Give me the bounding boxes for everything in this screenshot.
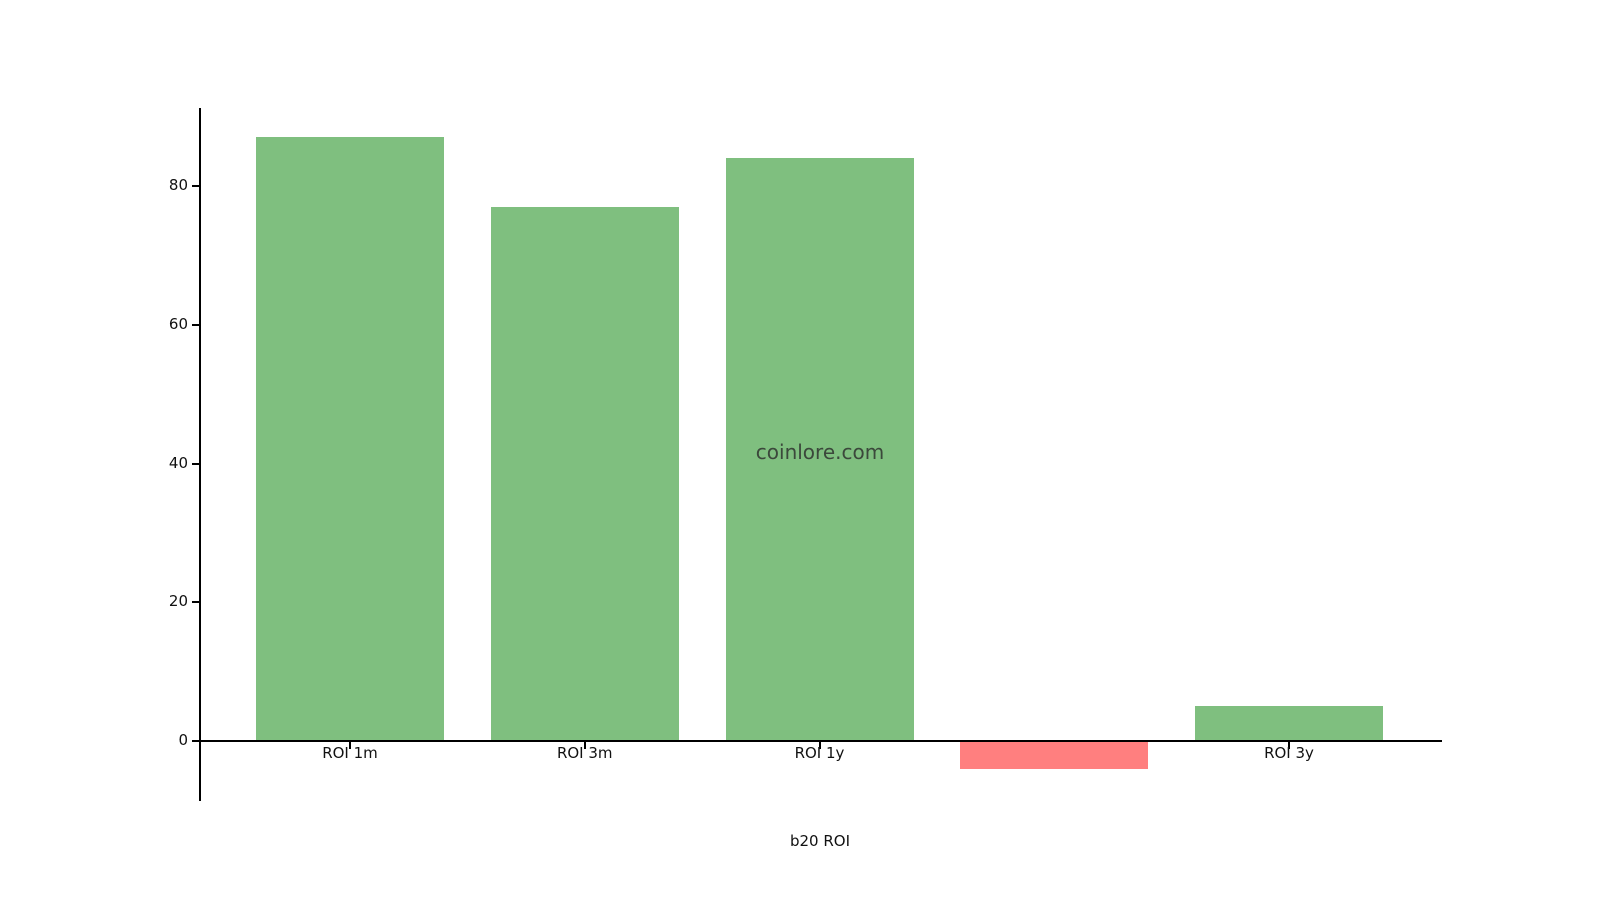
y-tick-label: 80 [168,176,188,194]
x-tick-mark [583,741,586,749]
y-tick-label: 0 [178,731,188,749]
x-tick-label-roi-3m: ROI 3m [556,744,613,762]
bar-roi-3y [1195,706,1383,741]
bar-roi-1m [256,137,444,741]
bar-roi-3m [490,206,679,741]
x-tick-label-roi-1m: ROI 1m [322,744,378,762]
x-tick-mark [1288,741,1290,749]
y-tick-mark [192,462,199,465]
y-axis-line [199,108,201,801]
y-tick-mark [192,740,199,742]
y-tick-label: 20 [168,592,188,611]
watermark-text: coinlore.com [755,440,885,464]
y-tick-mark [192,323,199,326]
y-tick-mark [192,185,199,187]
y-tick-mark [192,601,199,604]
chart-caption: b20 ROI [789,832,851,850]
bar-4 [960,741,1149,769]
bar-roi-1y [725,158,914,741]
x-axis-line [199,740,1442,742]
x-tick-mark [818,741,821,749]
x-tick-label-roi-3y: ROI 3y [1264,744,1314,762]
x-tick-mark [349,741,351,749]
y-tick-label: 40 [168,453,188,472]
x-tick-label-roi-1y: ROI 1y [794,744,845,762]
y-tick-label: 60 [168,314,188,333]
